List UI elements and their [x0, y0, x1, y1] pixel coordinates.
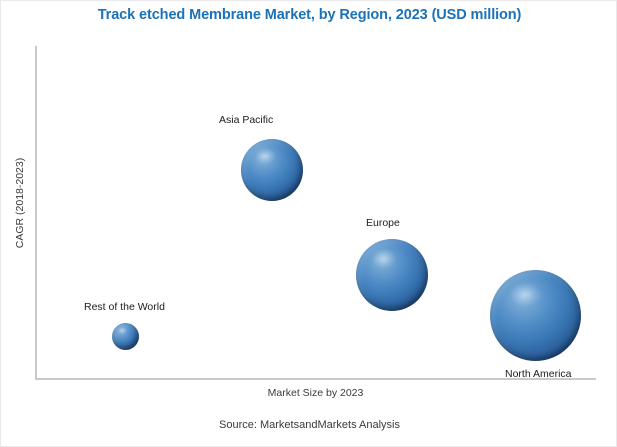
bubble-europe[interactable] [356, 239, 428, 311]
bubble-label-north-america: North America [505, 368, 572, 380]
bubble-asia-pacific[interactable] [241, 139, 303, 201]
bubble-north-america[interactable] [490, 270, 581, 361]
bubble-label-europe: Europe [366, 217, 400, 229]
chart-title: Track etched Membrane Market, by Region,… [97, 7, 522, 23]
x-axis-line [35, 378, 596, 380]
y-axis-title: CAGR (2018-2023) [14, 157, 26, 249]
y-axis-line [35, 46, 37, 380]
source-note: Source: MarketsandMarkets Analysis [219, 419, 400, 431]
bubble-label-asia-pacific: Asia Pacific [219, 114, 274, 126]
plot-area: Rest of the World Asia Pacific Europe No… [35, 46, 596, 380]
x-axis-title: Market Size by 2023 [267, 387, 364, 399]
bubble-label-rest-of-the-world: Rest of the World [84, 301, 165, 313]
bubble-rest-of-the-world[interactable] [112, 323, 139, 350]
